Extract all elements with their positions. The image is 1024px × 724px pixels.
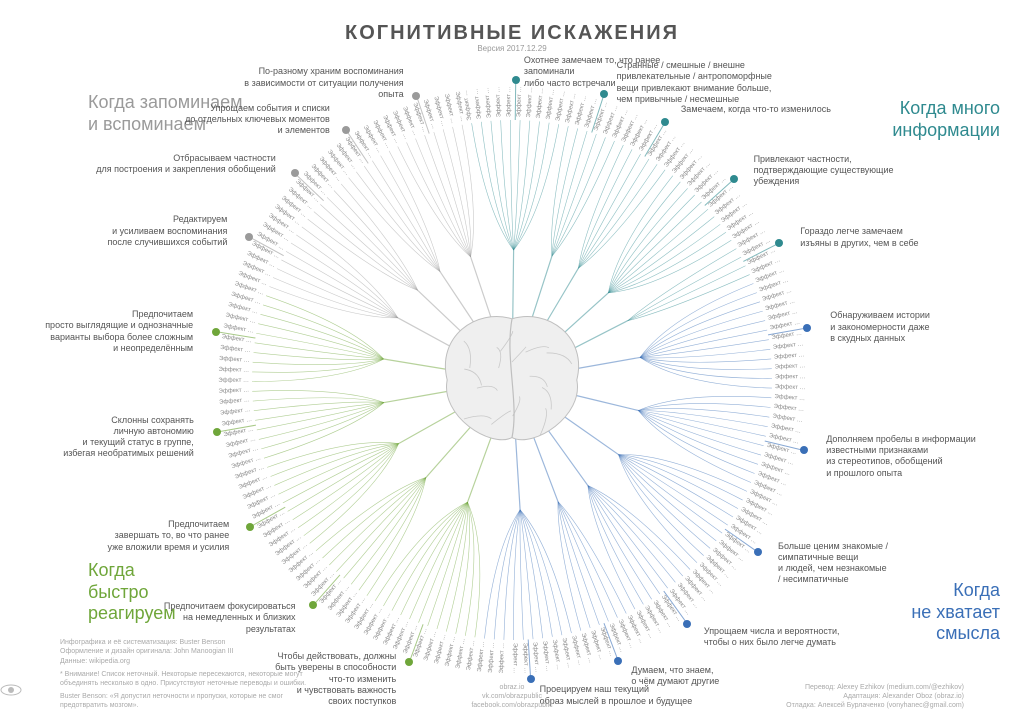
footer-text: Отладка: Алексей Бурлаченко (vonyhanec@g… — [724, 701, 964, 710]
footer-text: Перевод: Alexey Ezhikov (medium.com/@ezh… — [724, 683, 964, 692]
eye-icon — [0, 683, 22, 697]
footer-right: Перевод: Alexey Ezhikov (medium.com/@ezh… — [724, 683, 964, 710]
footer-text: Оформление и дизайн оригинала: John Mano… — [60, 647, 320, 656]
diagram-stage: КОГНИТИВНЫЕ ИСКАЖЕНИЯ Версия 2017.12.29 … — [0, 0, 1024, 724]
footer-text: Адаптация: Alexander Oboz (obraz.io) — [724, 692, 964, 701]
footer-text: Инфографика и её систематизация: Buster … — [60, 638, 320, 647]
brain-icon — [0, 0, 1024, 724]
footer-text: Данные: wikipedia.org — [60, 657, 320, 666]
